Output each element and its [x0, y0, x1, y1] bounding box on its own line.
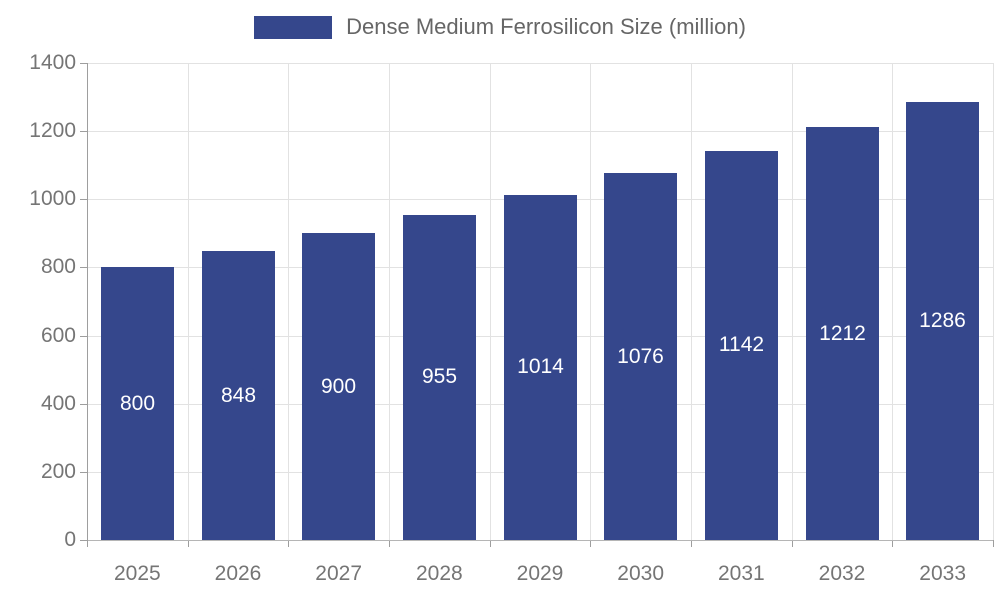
- bar[interactable]: 955: [403, 214, 476, 540]
- y-axis-tick: [80, 471, 87, 473]
- y-axis-tick: [80, 267, 87, 269]
- x-tick-label: 2025: [113, 562, 161, 585]
- y-tick-label: 400: [40, 391, 76, 415]
- x-tick-label: 2031: [717, 562, 765, 585]
- x-axis-tick: [389, 540, 390, 547]
- y-tick-label: 1200: [29, 119, 76, 143]
- y-tick-label: 1400: [29, 51, 76, 74]
- bar-value-label: 1142: [718, 333, 765, 357]
- x-gridline: [389, 63, 390, 540]
- y-axis-tick: [80, 63, 87, 64]
- x-gridline: [691, 63, 692, 540]
- bar[interactable]: 1014: [504, 194, 577, 540]
- legend-swatch-icon: [254, 15, 333, 39]
- y-gridline: [87, 63, 993, 64]
- x-axis-tick: [288, 540, 290, 547]
- y-tick-label: 600: [40, 323, 76, 347]
- bar[interactable]: 1076: [604, 173, 677, 540]
- x-axis-tick: [590, 540, 592, 547]
- x-axis: [87, 540, 993, 541]
- x-tick-label: 2030: [617, 562, 665, 585]
- x-tick-label: 2033: [919, 562, 967, 585]
- x-gridline: [590, 63, 592, 540]
- x-gridline: [892, 63, 894, 540]
- x-tick-label: 2032: [818, 562, 866, 585]
- bar-value-label: 1212: [819, 321, 866, 345]
- bar[interactable]: 1212: [806, 127, 879, 540]
- bar[interactable]: 900: [302, 233, 375, 540]
- bar-value-label: 1014: [517, 355, 564, 379]
- x-tick-label: 2027: [315, 562, 363, 585]
- bar-value-label: 848: [220, 383, 257, 407]
- bar-value-label: 955: [421, 365, 458, 389]
- chart-legend: Dense Medium Ferrosilicon Size (million): [0, 14, 1000, 40]
- bar-value-label: 1286: [919, 308, 966, 332]
- x-axis-tick: [892, 540, 894, 547]
- y-tick-label: 200: [40, 459, 76, 483]
- y-axis-tick: [80, 199, 87, 201]
- x-tick-label: 2026: [214, 562, 262, 585]
- bar-value-label: 800: [119, 391, 156, 415]
- y-axis-tick: [80, 403, 87, 405]
- legend-item[interactable]: Dense Medium Ferrosilicon Size (million): [254, 14, 746, 40]
- x-gridline: [993, 63, 994, 540]
- y-tick-label: 800: [40, 255, 76, 279]
- x-axis-tick: [691, 540, 692, 547]
- x-gridline: [489, 63, 491, 540]
- y-tick-label: 0: [64, 528, 76, 551]
- y-axis: [87, 63, 88, 547]
- x-gridline: [187, 63, 189, 540]
- y-axis-tick: [80, 131, 87, 133]
- bar-value-label: 1076: [617, 344, 664, 368]
- x-axis-tick: [993, 540, 994, 547]
- x-axis-tick: [489, 540, 491, 547]
- x-tick-label: 2029: [516, 562, 564, 585]
- x-gridline: [288, 63, 290, 540]
- x-axis-tick: [187, 540, 189, 547]
- legend-label: Dense Medium Ferrosilicon Size (million): [346, 14, 746, 39]
- y-axis-tick: [80, 335, 87, 337]
- bar[interactable]: 848: [202, 251, 275, 540]
- y-axis-tick: [80, 540, 87, 541]
- x-axis-tick: [791, 540, 793, 547]
- y-tick-label: 1000: [29, 187, 76, 211]
- x-gridline: [791, 63, 793, 540]
- x-tick-label: 2028: [415, 562, 463, 585]
- bar[interactable]: 1286: [906, 101, 979, 540]
- bar[interactable]: 1142: [705, 150, 778, 540]
- y-gridline: [87, 131, 993, 133]
- bar[interactable]: 800: [101, 267, 174, 540]
- bar-value-label: 900: [320, 374, 357, 398]
